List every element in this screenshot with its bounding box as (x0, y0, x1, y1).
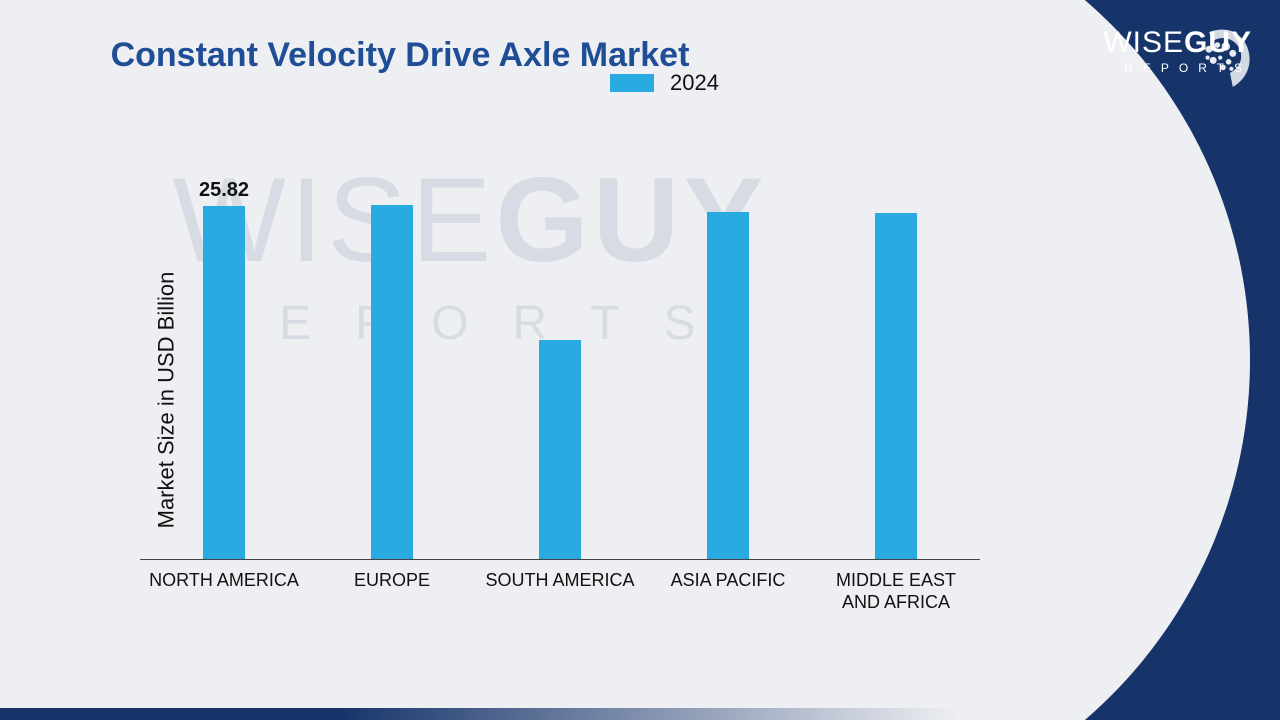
bar-slot (653, 212, 803, 559)
bar-slot (821, 213, 971, 559)
bar (875, 213, 917, 559)
viewport: WISEGUY REPORTS WISEGUY REPORTS Constant… (0, 0, 1280, 720)
bar (707, 212, 749, 559)
chart-area: Market Size in USD Billion 25.82 NORTH A… (60, 120, 1000, 680)
chart-legend: 2024 (610, 70, 719, 96)
category-label: NORTH AMERICA (149, 564, 299, 613)
category-labels: NORTH AMERICA EUROPE SOUTH AMERICA ASIA PAC… (140, 564, 980, 613)
bar-slot (485, 340, 635, 559)
bar (203, 206, 245, 559)
head-dots-icon (1188, 24, 1258, 94)
plot-area: 25.82 (140, 150, 980, 560)
category-label: EUROPE (317, 564, 467, 613)
bottom-accent-bar (0, 708, 960, 720)
brand-wise: WISE (1103, 26, 1184, 59)
bar (539, 340, 581, 559)
bar-value-label: 25.82 (199, 179, 249, 202)
bar-slot: 25.82 (149, 179, 299, 559)
bar (371, 205, 413, 559)
category-label: MIDDLE EAST AND AFRICA (821, 564, 971, 613)
brand-logo: WISEGUY REPORTS (1103, 28, 1252, 74)
bars-container: 25.82 (140, 150, 980, 559)
category-label: ASIA PACIFIC (653, 564, 803, 613)
bar-slot (317, 205, 467, 559)
category-label: SOUTH AMERICA (485, 564, 635, 613)
legend-label: 2024 (670, 70, 719, 96)
legend-swatch (610, 74, 654, 92)
